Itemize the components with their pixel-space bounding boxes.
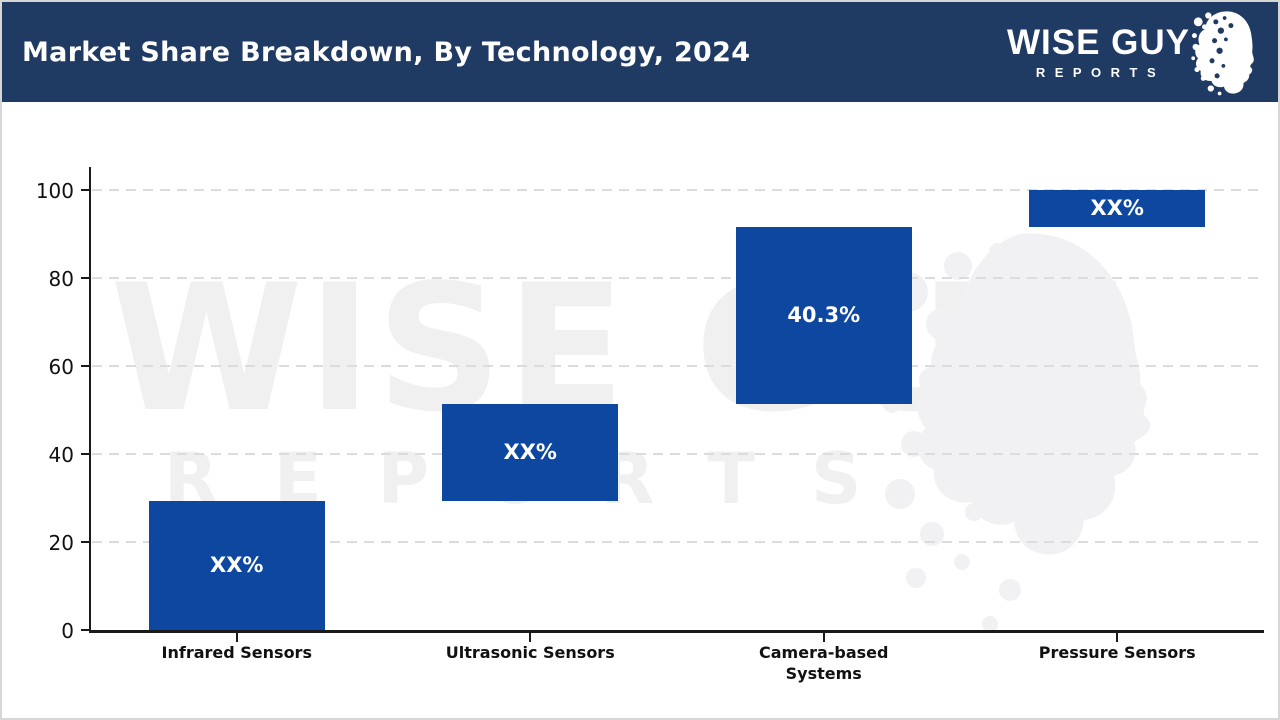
wise-guy-logo: WISE GUY REPORTS [1007, 8, 1260, 96]
category-label-0: Infrared Sensors [161, 643, 312, 662]
y-tick-label-60: 60 [48, 355, 74, 379]
y-tick-80 [81, 277, 89, 279]
bar-infrared-sensors: XX% [148, 500, 325, 630]
y-tick-label-0: 0 [61, 619, 74, 643]
x-tick-2 [822, 633, 825, 642]
watermark-face-icon [883, 233, 1151, 632]
y-tick-40 [81, 453, 89, 455]
gridline-40 [92, 453, 1264, 455]
y-tick-0 [81, 629, 89, 631]
y-tick-60 [81, 365, 89, 367]
category-label-1: Ultrasonic Sensors [445, 643, 615, 662]
x-tick-3 [1116, 633, 1119, 642]
logo-face-icon [1191, 11, 1254, 96]
bar-ultrasonic-sensors: XX% [442, 403, 619, 501]
chart-area: WISE GUY REPORTS 020406080100XX%Infrared… [2, 102, 1278, 718]
y-tick-100 [81, 189, 89, 191]
y-tick-label-40: 40 [48, 443, 74, 467]
y-tick-label-80: 80 [48, 267, 74, 291]
gridline-60 [92, 365, 1264, 367]
y-tick-label-20: 20 [48, 531, 74, 555]
x-tick-0 [235, 633, 238, 642]
header-banner: Market Share Breakdown, By Technology, 2… [2, 2, 1278, 102]
gridline-80 [92, 277, 1264, 279]
bar-value-label: XX% [503, 440, 557, 465]
bar-value-label: XX% [210, 553, 264, 578]
category-label-3: Pressure Sensors [1038, 643, 1196, 662]
logo-wordmark: WISE GUY [1006, 22, 1190, 62]
logo-subtitle: REPORTS [1035, 64, 1166, 80]
bar-value-label: XX% [1090, 196, 1144, 221]
bar-camera-based-systems: 40.3% [735, 226, 912, 404]
y-tick-label-100: 100 [35, 179, 74, 203]
x-axis-line [89, 630, 1264, 633]
category-label-2: Camera-based Systems [759, 643, 889, 683]
gridline-20 [92, 541, 1264, 543]
x-tick-1 [529, 633, 532, 642]
chart-title: Market Share Breakdown, By Technology, 2… [22, 36, 751, 68]
logo-text: WISE GUY REPORTS [1007, 25, 1190, 80]
y-axis-line [89, 167, 91, 632]
bar-pressure-sensors: XX% [1029, 190, 1206, 227]
y-tick-20 [81, 541, 89, 543]
gridline-100 [92, 189, 1264, 191]
bar-value-label: 40.3% [787, 303, 861, 328]
